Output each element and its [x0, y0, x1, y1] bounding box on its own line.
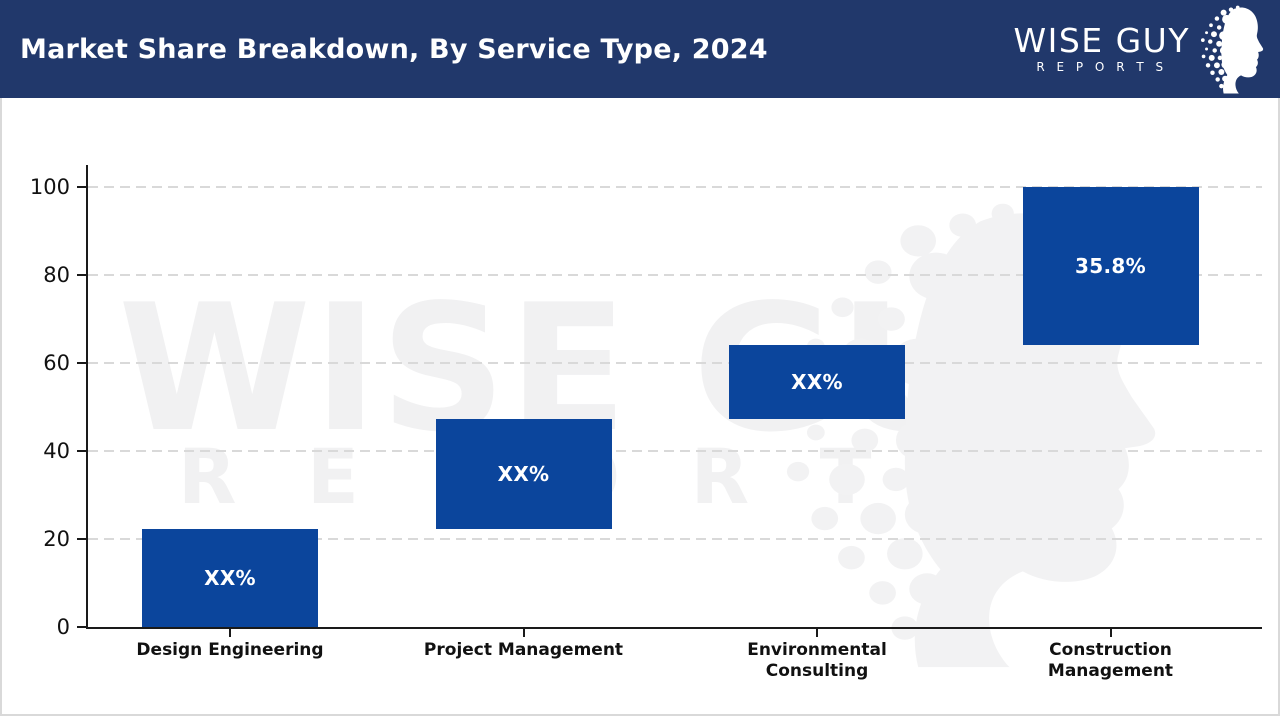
x-tick-mark [1109, 629, 1112, 637]
y-tick-mark [77, 274, 86, 276]
chart-title: Market Share Breakdown, By Service Type,… [20, 33, 768, 65]
x-tick-mark [522, 629, 525, 637]
brand-logo: WISE GUY R E P O R T S [1013, 3, 1274, 95]
x-category-label-project-management: Project Management [423, 640, 624, 660]
y-tick-mark [77, 626, 86, 628]
gridline-80 [88, 274, 1262, 276]
y-tick-mark [77, 362, 86, 364]
x-category-label-environmental-consulting: Environmental Consulting [747, 640, 887, 682]
x-category-label-design-engineering: Design Engineering [136, 640, 324, 660]
x-tick-mark [816, 629, 818, 637]
gridline-60 [88, 362, 1262, 364]
brand-name: WISE GUY [1013, 21, 1190, 60]
y-tick-label: 40 [43, 439, 70, 463]
y-tick-mark [77, 186, 86, 188]
brand-tagline: R E P O R T S [1036, 60, 1168, 74]
y-axis-line [86, 165, 88, 629]
y-tick-mark [77, 538, 86, 540]
gridline-100 [88, 186, 1262, 188]
y-tick-label: 0 [56, 615, 70, 639]
y-tick-label: 100 [29, 175, 70, 199]
gridline-20 [88, 538, 1262, 540]
x-category-label-construction-management: Construction Management [1047, 640, 1174, 682]
bar-design-engineering: XX% [142, 528, 318, 627]
x-axis-line [86, 627, 1262, 629]
gridline-40 [88, 450, 1262, 452]
bar-value-label: XX% [791, 369, 843, 394]
bar-construction-management: 35.8% [1022, 187, 1199, 345]
bar-value-label: XX% [204, 565, 256, 590]
bar-value-label: XX% [497, 462, 550, 487]
y-tick-label: 80 [43, 263, 70, 287]
y-tick-label: 20 [43, 527, 70, 551]
bar-project-management: XX% [435, 419, 612, 529]
header-bar: Market Share Breakdown, By Service Type,… [0, 0, 1280, 98]
y-tick-mark [77, 450, 86, 452]
bar-value-label: 35.8% [1075, 253, 1146, 278]
y-tick-label: 60 [43, 351, 70, 375]
x-tick-mark [229, 629, 231, 637]
brand-logo-text: WISE GUY R E P O R T S [1013, 24, 1190, 74]
bar-environmental-consulting: XX% [729, 344, 905, 420]
